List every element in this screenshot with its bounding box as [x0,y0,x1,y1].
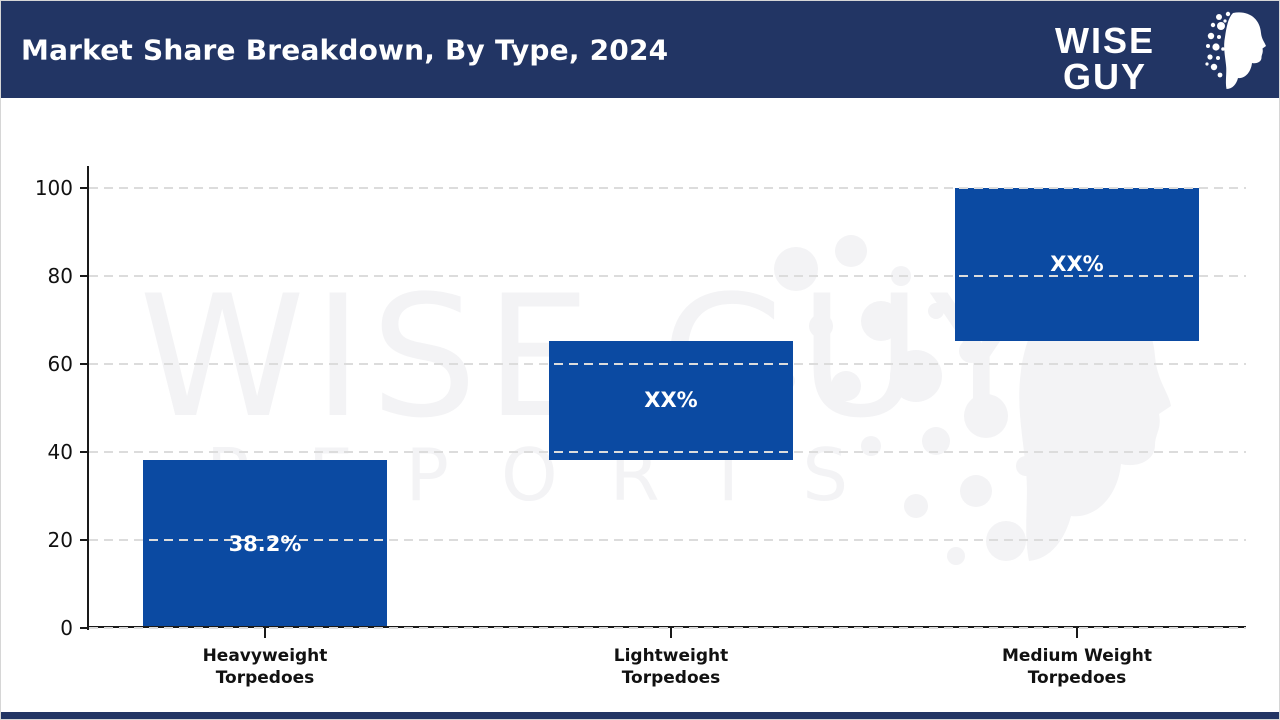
y-axis-tick-label: 80 [47,264,73,288]
y-tick-mark [80,539,89,541]
footer-bar [1,712,1279,719]
gridline [89,451,1246,453]
bar-value-label: 38.2% [228,531,302,556]
y-tick-mark [80,627,89,629]
x-tick-mark [670,628,672,638]
bar-value-label: XX% [644,388,698,413]
gridline [89,627,1246,629]
y-tick-mark [80,363,89,365]
y-tick-mark [80,187,89,189]
y-tick-mark [80,275,89,277]
page-title: Market Share Breakdown, By Type, 2024 [21,33,669,66]
plot-area: 0 20 40 60 80 100 38.2% Heavyweight Torpedoes XX… [35,166,1246,688]
y-axis-line [87,166,89,630]
gridline [89,275,1246,277]
gridline [89,539,1246,541]
x-tick-mark [1076,628,1078,638]
x-tick-mark [264,628,266,638]
logo-wordmark: WISE GUY REPORTS [1011,20,1199,112]
gridline [89,363,1246,365]
logo-wordmark-line2: REPORTS [1043,97,1177,112]
logo-wordmark-line1: WISE GUY [1054,20,1155,97]
y-axis-tick-label: 20 [47,528,73,552]
y-axis-tick-label: 0 [60,616,73,640]
header-bar: Market Share Breakdown, By Type, 2024 WI… [1,1,1279,111]
x-category-label: Lightweight Torpedoes [613,646,729,689]
bar-segment [955,188,1199,341]
y-axis-tick-label: 100 [34,176,73,200]
bar-value-label: XX% [1050,252,1104,277]
y-axis-tick-label: 60 [47,352,73,376]
y-axis-tick-label: 40 [47,440,73,464]
gridline [89,187,1246,189]
x-category-label: Medium Weight Torpedoes [1001,646,1153,689]
bar-segment [143,459,387,628]
wiseguy-logo: WISE GUY REPORTS [1011,1,1271,111]
x-category-label: Heavyweight Torpedoes [202,646,328,689]
logo-face-icon [1205,11,1266,90]
bar-segment [549,340,793,460]
y-tick-mark [80,451,89,453]
